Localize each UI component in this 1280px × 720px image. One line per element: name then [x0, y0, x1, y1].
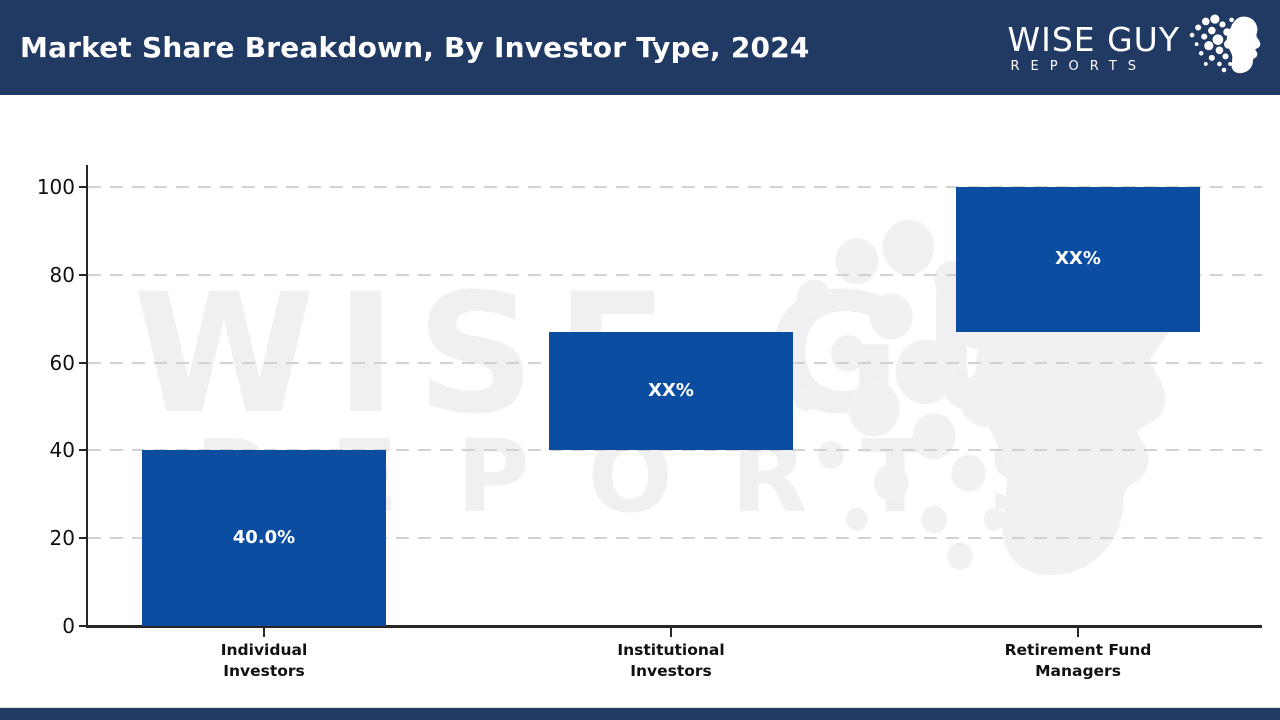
bar-value-label-2: XX%	[1055, 248, 1101, 270]
x-label-2: Retirement Fund Managers	[1004, 641, 1152, 680]
page-title: Market Share Breakdown, By Investor Type…	[20, 31, 810, 64]
bar-2	[956, 186, 1200, 332]
logo-face-icon	[1189, 14, 1261, 73]
ytick-label-100: 100	[36, 174, 75, 199]
bar-0	[142, 450, 386, 626]
ytick-mark-60	[79, 361, 88, 364]
footer-hairline	[0, 707, 1280, 708]
bar-value-label-0: 40.0%	[232, 527, 296, 549]
xtick-mark-2	[1077, 628, 1079, 637]
xtick-mark-0	[263, 628, 265, 637]
ytick-label-20: 20	[49, 526, 75, 551]
logo-subtext: REPORTS	[1010, 58, 1148, 74]
ytick-label-60: 60	[49, 350, 75, 375]
ytick-label-0: 0	[62, 614, 75, 638]
bar-1	[549, 331, 793, 451]
logo-wordmark: WISE GUY	[1007, 19, 1180, 59]
gridline-100	[88, 185, 1262, 188]
bar-value-label-1: XX%	[648, 380, 694, 402]
logo-text: WISE GUY REPORTS	[1007, 23, 1180, 73]
ytick-mark-0	[79, 625, 88, 627]
ytick-label-80: 80	[49, 262, 75, 287]
ytick-mark-20	[79, 537, 88, 540]
gridline-40	[88, 449, 1262, 452]
ytick-label-40: 40	[49, 438, 75, 463]
x-label-1: Institutional Investors	[617, 641, 725, 680]
wiseguy-logo: WISE GUY REPORTS	[1007, 6, 1262, 90]
xtick-mark-1	[670, 628, 672, 637]
y-axis-line	[86, 165, 88, 628]
footer-bar	[0, 708, 1280, 720]
ytick-mark-40	[79, 449, 88, 452]
header-bar: Market Share Breakdown, By Investor Type…	[0, 0, 1280, 95]
ytick-mark-100	[79, 185, 88, 188]
ytick-mark-80	[79, 273, 88, 276]
gridline-20	[88, 537, 1262, 540]
x-label-0: Individual Investors	[220, 641, 308, 680]
x-axis-line	[86, 625, 1262, 628]
gridline-80	[88, 273, 1262, 276]
